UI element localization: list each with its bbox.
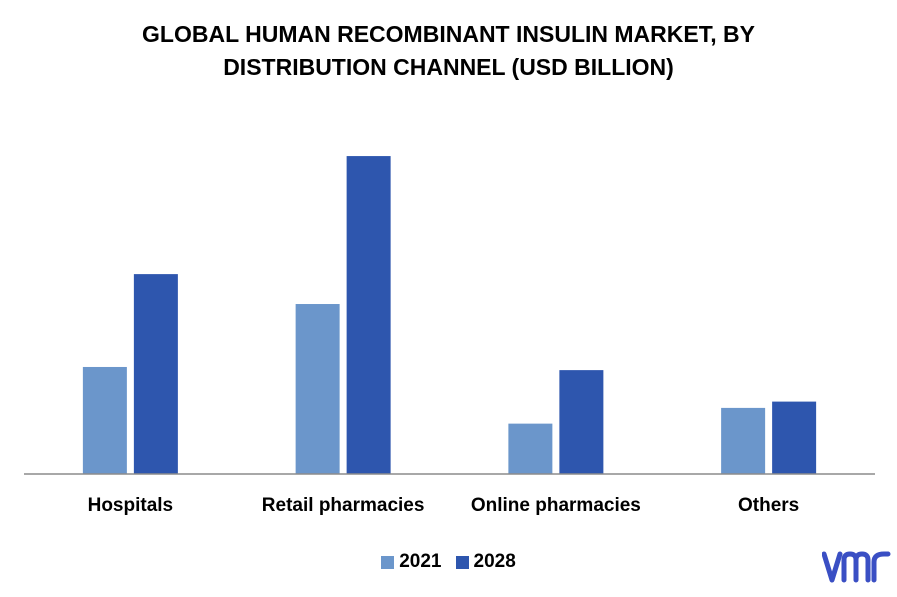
chart-title: GLOBAL HUMAN RECOMBINANT INSULIN MARKET,… [0, 18, 897, 84]
x-tick-label: Online pharmacies [471, 495, 641, 516]
bar-2028-retail-pharmacies [346, 156, 391, 474]
vmr-logo [822, 551, 891, 583]
bar-2021-retail-pharmacies [295, 304, 340, 474]
legend-item-2028: 2028 [455, 551, 516, 573]
x-tick-label: Hospitals [88, 495, 174, 516]
legend-label-2028: 2028 [473, 551, 516, 572]
vmr-logo-v [822, 551, 843, 583]
chart-title-line-1: GLOBAL HUMAN RECOMBINANT INSULIN MARKET,… [142, 21, 755, 47]
legend: 2021 2028 [0, 551, 897, 573]
chart-title-line-2: DISTRIBUTION CHANNEL (USD BILLION) [223, 54, 674, 80]
bar-2028-others [772, 401, 817, 474]
vmr-logo-r [871, 551, 891, 583]
bar-2028-hospitals [133, 274, 178, 474]
legend-swatch-2028 [455, 555, 469, 569]
x-tick-label: Retail pharmacies [262, 495, 425, 516]
legend-swatch-2021 [381, 555, 395, 569]
legend-label-2021: 2021 [399, 551, 442, 572]
bar-2021-online-pharmacies [508, 423, 553, 474]
vmr-logo-m [841, 551, 871, 583]
x-tick-label: Others [738, 495, 799, 516]
legend-item-2021: 2021 [381, 551, 442, 573]
bar-2021-others [721, 407, 766, 474]
bar-2028-online-pharmacies [559, 370, 604, 474]
bar-2021-hospitals [82, 366, 127, 474]
